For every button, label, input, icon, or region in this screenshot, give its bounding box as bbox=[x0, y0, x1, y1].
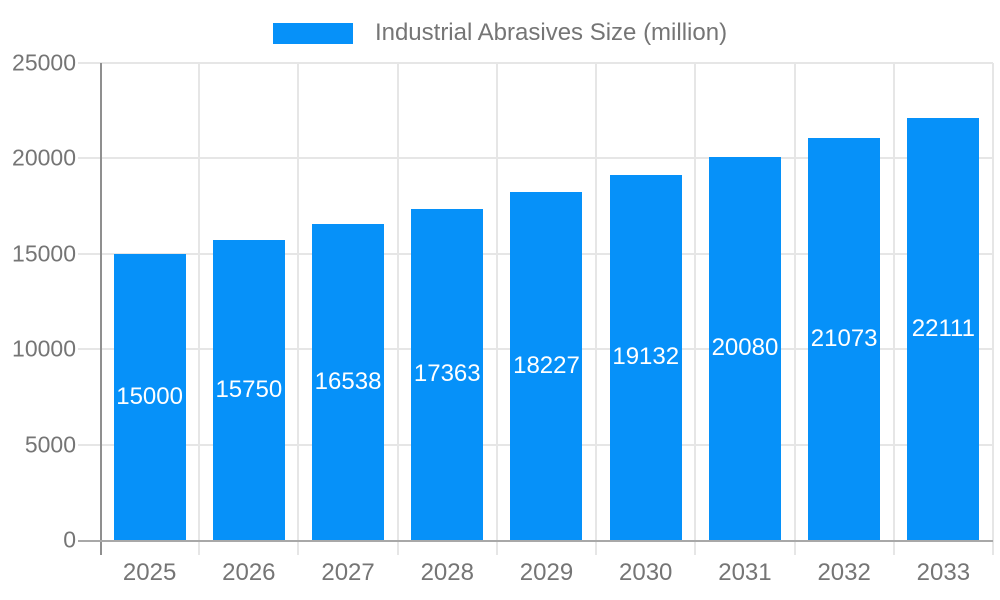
bar-slot-2033: 22111 bbox=[894, 63, 993, 540]
gridline-x-9 bbox=[992, 63, 994, 555]
bar-slot-2026: 15750 bbox=[199, 63, 298, 540]
plot-area: 15000 15750 16538 17363 18227 19132 20080 21073… bbox=[78, 62, 994, 555]
bar-2028[interactable]: 17363 bbox=[411, 208, 484, 540]
x-tick-label-2029: 2029 bbox=[519, 559, 574, 586]
bar-slot-2031: 20080 bbox=[695, 63, 794, 540]
y-tick-label-15000: 15000 bbox=[12, 240, 76, 267]
bar-2027[interactable]: 16538 bbox=[312, 224, 385, 540]
bar-2033[interactable]: 22111 bbox=[907, 118, 980, 540]
bar-2031[interactable]: 20080 bbox=[708, 156, 781, 540]
bar-value-label-2033: 22111 bbox=[911, 315, 975, 343]
y-tick-label-0: 0 bbox=[63, 526, 76, 553]
bar-2032[interactable]: 21073 bbox=[808, 137, 881, 540]
x-tick-label-2025: 2025 bbox=[122, 559, 177, 586]
gridline-x-6 bbox=[694, 63, 697, 555]
bar-slot-2029: 18227 bbox=[497, 63, 596, 540]
bar-value-label-2028: 17363 bbox=[413, 360, 481, 388]
legend-swatch-icon bbox=[272, 22, 353, 44]
bar-value-label-2025: 15000 bbox=[116, 382, 183, 410]
x-tick-label-2030: 2030 bbox=[619, 559, 673, 586]
legend[interactable]: Industrial Abrasives Size (million) bbox=[0, 12, 1000, 54]
bar-slot-2030: 19132 bbox=[596, 63, 695, 540]
legend-label: Industrial Abrasives Size (million) bbox=[374, 19, 728, 46]
gridline-y-20000 bbox=[78, 157, 993, 160]
bar-value-label-2030: 19132 bbox=[612, 343, 680, 371]
bar-2030[interactable]: 19132 bbox=[609, 174, 682, 540]
x-tick-label-2027: 2027 bbox=[321, 559, 375, 586]
gridline-x-3 bbox=[396, 63, 399, 555]
bar-2029[interactable]: 18227 bbox=[510, 192, 583, 540]
bar-value-label-2031: 20080 bbox=[711, 334, 779, 362]
bar-slot-2027: 16538 bbox=[298, 63, 397, 540]
bar-value-label-2027: 16538 bbox=[314, 368, 382, 396]
y-tick-label-5000: 5000 bbox=[24, 431, 76, 458]
gridline-x-5 bbox=[595, 63, 598, 555]
gridline-x-4 bbox=[495, 63, 498, 555]
gridline-x-2 bbox=[297, 63, 300, 555]
y-tick-label-20000: 20000 bbox=[12, 144, 76, 171]
y-tick-label-10000: 10000 bbox=[12, 335, 76, 362]
bar-value-label-2026: 15750 bbox=[215, 375, 283, 403]
bar-value-label-2032: 21073 bbox=[810, 324, 878, 352]
gridline-x-8 bbox=[892, 63, 895, 555]
bar-slot-2025: 15000 bbox=[100, 63, 199, 540]
bar-2026[interactable]: 15750 bbox=[212, 239, 285, 540]
gridline-x-7 bbox=[793, 63, 796, 555]
bar-slot-2032: 21073 bbox=[795, 63, 894, 540]
bar-2025[interactable]: 15000 bbox=[113, 253, 186, 540]
bar-value-label-2029: 18227 bbox=[513, 352, 580, 380]
y-axis-line bbox=[100, 63, 102, 555]
gridline-x-1 bbox=[198, 63, 201, 555]
x-tick-label-2026: 2026 bbox=[222, 559, 276, 586]
x-tick-label-2028: 2028 bbox=[420, 559, 474, 586]
gridline-y-25000 bbox=[78, 62, 993, 64]
x-tick-label-2031: 2031 bbox=[718, 559, 772, 586]
bar-slot-2028: 17363 bbox=[398, 63, 497, 540]
x-tick-label-2032: 2032 bbox=[817, 559, 871, 586]
y-tick-label-25000: 25000 bbox=[12, 49, 76, 76]
x-axis-line bbox=[78, 540, 993, 542]
x-tick-label-2033: 2033 bbox=[916, 559, 971, 586]
